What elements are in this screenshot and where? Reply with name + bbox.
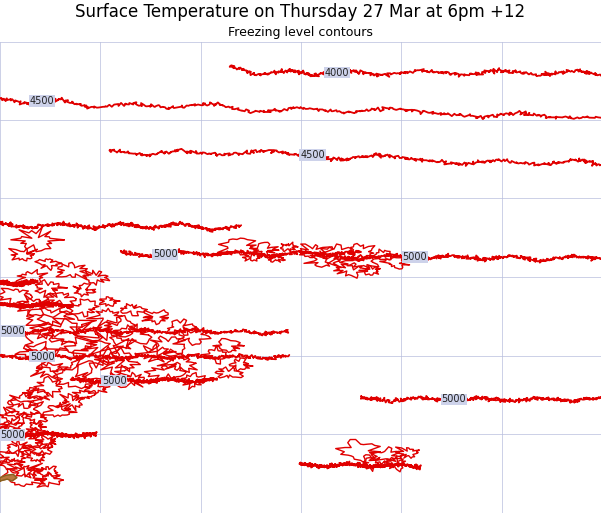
Text: 4000: 4000 bbox=[325, 68, 349, 77]
Text: 4500: 4500 bbox=[300, 150, 325, 160]
Text: 4500: 4500 bbox=[30, 96, 54, 106]
Text: Freezing level contours: Freezing level contours bbox=[228, 26, 373, 40]
Text: 5000: 5000 bbox=[0, 326, 24, 336]
Polygon shape bbox=[0, 475, 17, 481]
Text: 5000: 5000 bbox=[153, 249, 177, 260]
Text: 5000: 5000 bbox=[102, 376, 126, 386]
Text: 5000: 5000 bbox=[403, 252, 427, 262]
Text: 5000: 5000 bbox=[30, 351, 54, 362]
Text: 5000: 5000 bbox=[442, 394, 466, 404]
Text: Surface Temperature on Thursday 27 Mar at 6pm +12: Surface Temperature on Thursday 27 Mar a… bbox=[76, 3, 525, 21]
Text: 5000: 5000 bbox=[0, 430, 24, 440]
